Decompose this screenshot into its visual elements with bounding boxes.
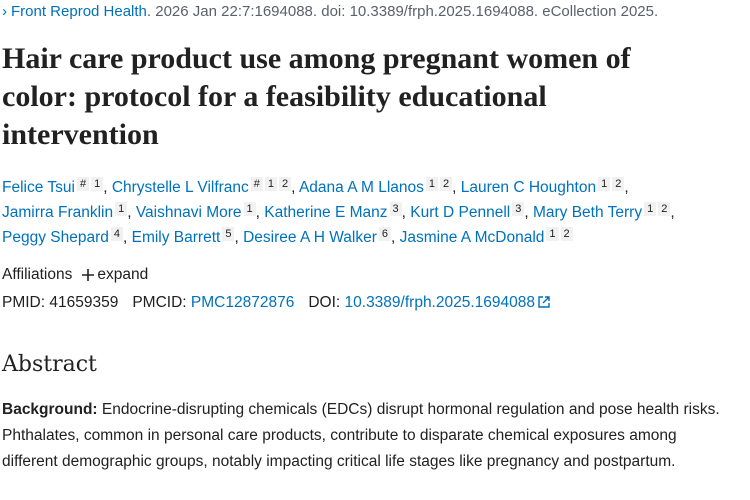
identifier-label: PMID:	[2, 294, 46, 311]
author-name[interactable]: Katherine E Manz	[264, 204, 388, 221]
article-title: Hair care product use among pregnant wom…	[2, 42, 631, 151]
author: Adana A M Llanos 1 2,	[298, 177, 457, 196]
author-affiliation-marker[interactable]: 2	[440, 177, 453, 191]
identifier: PMCID: PMC12872876	[132, 294, 294, 311]
author-name[interactable]: Lauren C Houghton	[460, 179, 597, 196]
author-separator: ,	[234, 229, 239, 246]
author: Mary Beth Terry 1 2,	[532, 202, 675, 221]
author-name[interactable]: Kurt D Pennell	[410, 204, 511, 221]
author-affiliation-marker[interactable]: 3	[512, 202, 525, 216]
author-affiliation-marker[interactable]: 1	[425, 177, 439, 191]
identifier: DOI: 10.3389/frph.2025.1694088	[308, 294, 550, 311]
author-name[interactable]: Jasmine A McDonald	[399, 229, 545, 246]
author-name[interactable]: Adana A M Llanos	[298, 179, 424, 196]
author-list: Felice Tsui #1, Chrystelle L Vilfranc #1 2,…	[2, 175, 732, 250]
identifier-value: 41659359	[49, 294, 119, 311]
citation-icon: ›	[2, 3, 7, 20]
author-affiliation-marker[interactable]: #	[76, 177, 90, 191]
author-separator: ,	[122, 229, 128, 246]
author-name[interactable]: Jamirra Franklin	[2, 204, 114, 221]
author: Katherine E Manz 3,	[264, 202, 406, 221]
author-separator: ,	[127, 204, 132, 221]
background-text: Endocrine-disrupting chemicals (EDCs) di…	[2, 401, 720, 470]
citation: › Front Reprod Health. 2026 Jan 22:7:1694…	[2, 3, 658, 20]
author-affiliation-marker[interactable]: 5	[222, 227, 235, 241]
author-separator: ,	[452, 179, 457, 196]
identifier-label: DOI:	[308, 294, 341, 311]
abstract-background: Background: Endocrine-disrupting chemica…	[2, 397, 730, 475]
identifier-label: PMCID:	[132, 294, 187, 311]
affiliations-label: Affiliations	[2, 266, 73, 283]
expand-toggle[interactable]: expand	[97, 266, 149, 283]
author-name[interactable]: Felice Tsui	[2, 179, 75, 196]
author: Vaishnavi More 1,	[135, 202, 260, 221]
author-separator: ,	[391, 229, 396, 246]
author-affiliation-marker[interactable]: 2	[560, 227, 573, 241]
author-separator: ,	[524, 204, 529, 221]
author-affiliation-marker[interactable]: 1	[264, 177, 278, 191]
abstract-heading: Abstract	[2, 352, 97, 377]
author-separator: ,	[401, 204, 406, 221]
author: Emily Barrett 5,	[131, 227, 239, 246]
identifier: PMID: 41659359	[2, 294, 118, 311]
author: Jasmine A McDonald 1 2	[399, 227, 573, 246]
author-affiliation-marker[interactable]: 1	[546, 227, 559, 241]
identifier-value[interactable]: PMC12872876	[190, 294, 295, 311]
author-name[interactable]: Emily Barrett	[131, 229, 221, 246]
author-name[interactable]: Mary Beth Terry	[532, 204, 643, 221]
author-affiliation-marker[interactable]: 6	[378, 227, 392, 241]
citation-details: . 2026 Jan 22:7:1694088. doi: 10.3389/fr…	[146, 3, 659, 20]
author: Jamirra Franklin 1,	[2, 202, 132, 221]
author-separator: ,	[103, 179, 108, 196]
author-affiliation-marker[interactable]: 4	[110, 227, 123, 241]
author: Peggy Shepard 4,	[2, 227, 128, 246]
author-separator: ,	[255, 204, 260, 221]
author-affiliation-marker[interactable]: 1	[644, 202, 657, 216]
author-separator: ,	[624, 179, 629, 196]
author-affiliation-marker[interactable]: 1	[598, 177, 611, 191]
author-affiliation-marker[interactable]: #	[250, 177, 263, 191]
author-affiliation-marker[interactable]: 1	[91, 177, 104, 191]
author-affiliation-marker[interactable]: 1	[115, 202, 128, 216]
author: Chrystelle L Vilfranc #1 2,	[111, 177, 296, 196]
author-affiliation-marker[interactable]: 1	[243, 202, 256, 216]
author: Lauren C Houghton 1 2,	[460, 177, 629, 196]
journal-link[interactable]: Front Reprod Health	[11, 3, 147, 20]
author-separator: ,	[291, 179, 296, 196]
author-separator: ,	[670, 204, 675, 221]
author-affiliation-marker[interactable]: 3	[389, 202, 402, 216]
external-link-icon	[538, 296, 550, 308]
author-name[interactable]: Desiree A H Walker	[243, 229, 377, 246]
author-name[interactable]: Chrystelle L Vilfranc	[111, 179, 249, 196]
affiliations: Affiliations expand	[2, 266, 148, 284]
author: Desiree A H Walker 6,	[243, 227, 396, 246]
author-name[interactable]: Peggy Shepard	[2, 229, 109, 246]
author: Kurt D Pennell 3,	[410, 202, 529, 221]
plus-icon	[82, 269, 95, 281]
author: Felice Tsui #1,	[2, 177, 108, 196]
author-name[interactable]: Vaishnavi More	[135, 204, 242, 221]
author-affiliation-marker[interactable]: 2	[612, 177, 625, 191]
author-affiliation-marker[interactable]: 2	[279, 177, 292, 191]
background-label: Background:	[2, 401, 98, 418]
author-affiliation-marker[interactable]: 2	[658, 202, 671, 216]
identifiers: PMID: 41659359 PMCID: PMC12872876 DOI: 10.…	[2, 294, 564, 312]
identifier-value[interactable]: 10.3389/frph.2025.1694088	[344, 294, 535, 311]
